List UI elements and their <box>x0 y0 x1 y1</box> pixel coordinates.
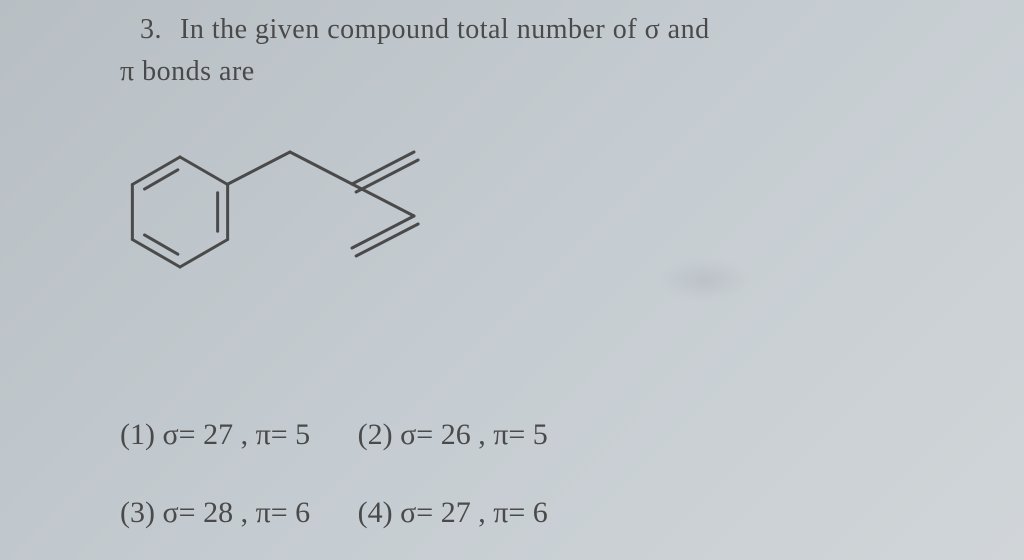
option-1: (1) σ= 27 , π= 5 <box>120 418 310 452</box>
question-line1: In the given compound total number of σ … <box>180 14 710 46</box>
question-line2: π bonds are <box>120 56 255 88</box>
molecule-structure <box>90 92 490 352</box>
option-3: (3) σ= 28 , π= 6 <box>120 496 310 530</box>
paper-smudge <box>660 260 750 300</box>
options-row-2: (3) σ= 28 , π= 6 (4) σ= 27 , π= 6 <box>120 496 588 530</box>
option-4: (4) σ= 27 , π= 6 <box>358 496 548 530</box>
options-row-1: (1) σ= 27 , π= 5 (2) σ= 26 , π= 5 <box>120 418 588 452</box>
question-number: 3. <box>140 14 162 46</box>
option-2: (2) σ= 26 , π= 5 <box>358 418 548 452</box>
